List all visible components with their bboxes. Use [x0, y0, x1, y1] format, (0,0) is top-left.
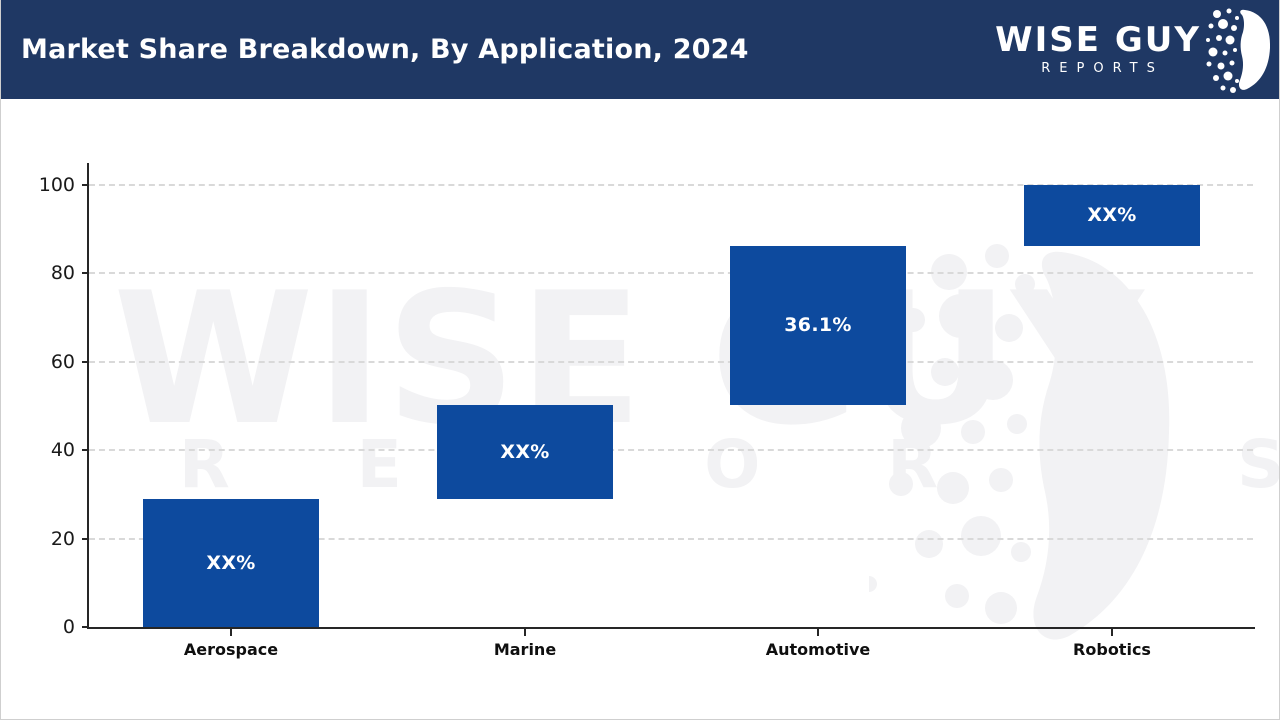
wise-guy-reports-logo: WISE GUY REPORTS	[995, 6, 1279, 94]
y-tick-label: 80	[50, 262, 75, 285]
bar-value-label: 36.1%	[784, 314, 852, 337]
bar-marine: XX%	[437, 405, 613, 500]
y-tick-mark	[82, 626, 89, 628]
watermark-head-icon	[869, 244, 1170, 640]
y-tick-label: 20	[50, 527, 75, 550]
y-tick-mark	[82, 272, 89, 275]
logo-line1: WISE GUY	[995, 20, 1201, 60]
gridline	[89, 537, 1253, 540]
bar-value-label: XX%	[206, 552, 256, 575]
gridline	[89, 272, 1253, 275]
bar-automotive: 36.1%	[730, 245, 906, 406]
y-tick-label: 60	[50, 350, 75, 373]
x-tick-label-aerospace: Aerospace	[183, 640, 279, 659]
y-tick-mark	[82, 184, 89, 186]
header-bar: Market Share Breakdown, By Application, …	[1, 0, 1279, 99]
logo-head-icon	[1206, 8, 1271, 93]
gridline	[89, 449, 1253, 452]
y-axis-spine	[87, 163, 89, 629]
x-tick-label-robotics: Robotics	[1073, 640, 1151, 659]
y-tick-mark	[82, 537, 89, 540]
bar-value-label: XX%	[500, 441, 550, 464]
y-tick-mark	[82, 360, 89, 363]
x-axis-spine	[87, 627, 1255, 629]
y-tick-label: 100	[38, 174, 75, 196]
page-title: Market Share Breakdown, By Application, …	[21, 34, 749, 65]
x-tick-label-automotive: Automotive	[765, 640, 871, 659]
bar-robotics: XX%	[1024, 185, 1200, 246]
x-tick-mark	[1111, 629, 1113, 636]
gridline	[89, 184, 1253, 186]
x-tick-mark	[230, 629, 232, 636]
bar-aerospace: XX%	[143, 499, 319, 627]
y-tick-label: 0	[62, 616, 75, 638]
x-tick-mark	[817, 629, 819, 636]
y-tick-mark	[82, 449, 89, 452]
logo-wordmark: WISE GUY REPORTS	[995, 23, 1201, 76]
x-tick-mark	[524, 629, 526, 636]
y-tick-label: 40	[50, 439, 75, 462]
x-tick-label-marine: Marine	[493, 640, 557, 659]
bar-value-label: XX%	[1087, 204, 1137, 227]
logo-line2: REPORTS	[1041, 61, 1164, 76]
gridline	[89, 360, 1253, 363]
